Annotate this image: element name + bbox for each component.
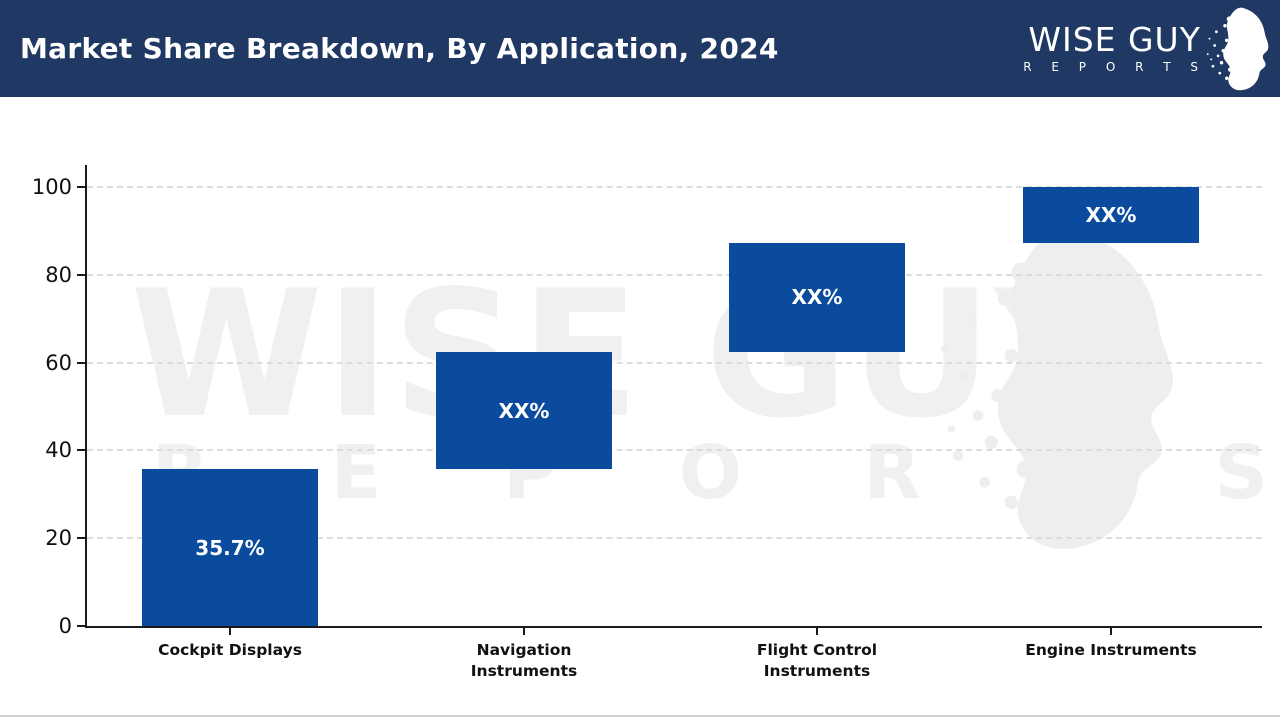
- x-category-label-line: Engine Instruments: [1025, 641, 1197, 659]
- y-tick-mark: [77, 361, 85, 364]
- x-category-label-line: Cockpit Displays: [158, 641, 302, 659]
- x-category-label: Engine Instruments: [961, 640, 1261, 661]
- x-tick-mark: [229, 628, 231, 635]
- y-tick-mark: [77, 449, 85, 452]
- bar-value-label: 35.7%: [195, 535, 265, 560]
- bar-segment: XX%: [1023, 187, 1199, 243]
- y-grid-line: [87, 273, 1262, 276]
- page-title: Market Share Breakdown, By Application, …: [20, 32, 779, 65]
- bar-value-label: XX%: [791, 285, 843, 310]
- watermark-text: WISE GUY: [130, 254, 1124, 457]
- bar-segment: 35.7%: [142, 469, 318, 626]
- y-tick-mark: [77, 273, 85, 276]
- x-category-label-line: Instruments: [763, 662, 871, 680]
- x-category-label: Flight Control Instruments: [667, 640, 967, 682]
- x-category-label: Cockpit Displays: [80, 640, 380, 661]
- bar-value-label: XX%: [498, 398, 550, 423]
- x-category-label-line: Flight Control: [756, 641, 878, 659]
- bar-segment: XX%: [729, 242, 905, 353]
- logo-text: WISE GUY R E P O R T S: [1023, 23, 1206, 74]
- x-category-label-line: Navigation: [476, 641, 572, 659]
- x-tick-mark: [1110, 628, 1112, 635]
- watermark-face-icon: [934, 228, 1173, 549]
- y-tick-label: 0: [58, 614, 72, 638]
- header: Market Share Breakdown, By Application, …: [0, 0, 1280, 97]
- y-tick-mark: [77, 625, 85, 627]
- x-tick-mark: [816, 628, 818, 635]
- y-tick-mark: [77, 537, 85, 540]
- y-grid-line: [87, 186, 1262, 188]
- y-tick-label: 20: [45, 526, 72, 551]
- y-grid-line: [87, 361, 1262, 364]
- x-tick-mark: [523, 628, 525, 635]
- y-tick-label: 100: [31, 175, 72, 199]
- bar-segment: XX%: [436, 352, 612, 470]
- x-category-label: Navigation Instruments: [374, 640, 674, 682]
- wiseguy-logo: WISE GUY R E P O R T S: [1023, 6, 1272, 92]
- y-axis-line: [85, 165, 87, 628]
- y-tick-label: 60: [45, 350, 72, 375]
- bar-value-label: XX%: [1085, 202, 1137, 227]
- y-tick-mark: [77, 186, 85, 188]
- y-grid-line: [87, 449, 1262, 452]
- y-grid-line: [87, 537, 1262, 540]
- y-tick-label: 40: [45, 438, 72, 463]
- x-axis-line: [85, 626, 1262, 628]
- x-category-label-line: Instruments: [470, 662, 578, 680]
- logo-name: WISE GUY: [1028, 20, 1201, 59]
- y-tick-label: 80: [45, 262, 72, 287]
- logo-subtitle: R E P O R T S: [1023, 60, 1206, 74]
- footer-divider: [0, 715, 1280, 717]
